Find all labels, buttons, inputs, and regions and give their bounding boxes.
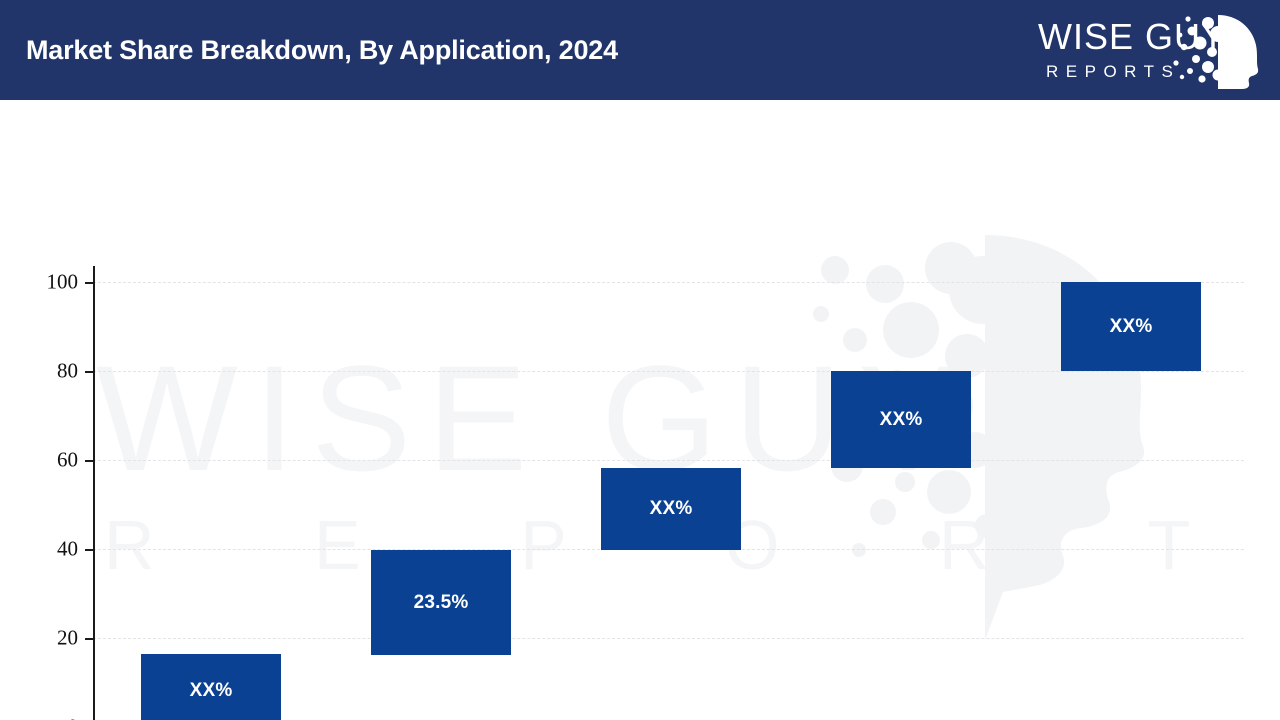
wise-guy-reports-logo: WISE GUY REPORTS [1032,7,1272,93]
gridline-100 [93,282,1244,283]
y-tick-mark-80 [85,371,94,373]
bar-label-consumer-electronics: XX% [1109,315,1153,337]
gridline-80 [93,371,1244,372]
page-header: Market Share Breakdown, By Application, … [0,0,1280,100]
bar-label-medical-devices: XX% [879,408,923,430]
y-tick-label-80: 80 [57,358,78,383]
gridline-20 [93,638,1244,639]
bar-telecommunications[interactable]: 23.5% [371,550,511,655]
gridline-60 [93,460,1244,461]
y-tick-label-40: 40 [57,536,78,561]
y-tick-mark-60 [85,460,94,462]
bar-medical-devices[interactable]: XX% [831,371,971,468]
y-tick-label-20: 20 [57,625,78,650]
y-tick-label-60: 60 [57,447,78,472]
bar-label-industrial-machinery: XX% [649,498,693,519]
bar-industrial-machinery[interactable]: XX% [601,468,741,550]
y-tick-mark-40 [85,549,94,551]
svg-text:REPORTS: REPORTS [1046,62,1180,81]
y-tick-mark-20 [85,638,94,640]
svg-text:WISE GUY: WISE GUY [1038,16,1226,57]
y-axis-line [93,266,95,720]
y-tick-label-100: 100 [46,269,79,294]
chart-plot-area: WISE GUY R E P O R T S [0,100,1280,720]
bar-label-telecommunications: 23.5% [413,591,469,613]
bar-label-aerospace: XX% [189,679,233,701]
y-tick-mark-100 [85,282,94,284]
page-title: Market Share Breakdown, By Application, … [26,34,618,65]
bar-consumer-electronics[interactable]: XX% [1061,282,1201,371]
bar-aerospace[interactable]: XX% [141,654,281,720]
y-tick-label-0: 0 [68,715,79,720]
